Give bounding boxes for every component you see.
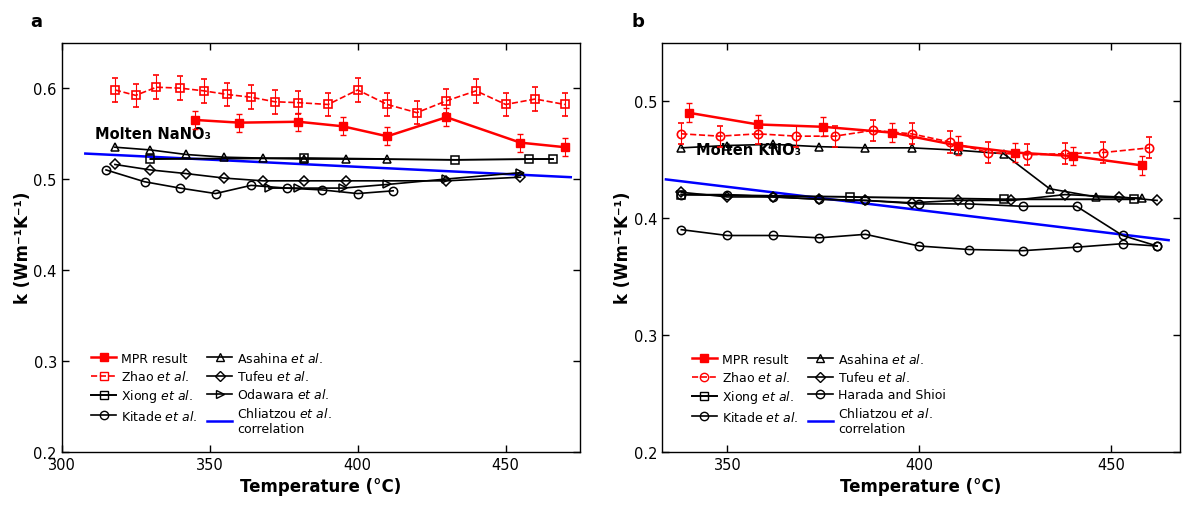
X-axis label: Temperature (°C): Temperature (°C)	[841, 477, 1002, 495]
Text: Molten NaNO₃: Molten NaNO₃	[96, 127, 211, 142]
Text: b: b	[632, 13, 644, 32]
X-axis label: Temperature (°C): Temperature (°C)	[240, 477, 401, 495]
Legend: MPR result, Zhao $\it{et~al.}$, Xiong $\it{et~al.}$, Kitade $\it{et~al.}$, Asahi: MPR result, Zhao $\it{et~al.}$, Xiong $\…	[88, 349, 334, 437]
Text: Molten KNO₃: Molten KNO₃	[696, 143, 801, 158]
Legend: MPR result, Zhao $\it{et~al.}$, Xiong $\it{et~al.}$, Kitade $\it{et~al.}$, Asahi: MPR result, Zhao $\it{et~al.}$, Xiong $\…	[689, 350, 948, 437]
Text: a: a	[31, 13, 43, 32]
Y-axis label: k (Wm⁻¹K⁻¹): k (Wm⁻¹K⁻¹)	[14, 191, 32, 304]
Y-axis label: k (Wm⁻¹K⁻¹): k (Wm⁻¹K⁻¹)	[615, 191, 633, 304]
